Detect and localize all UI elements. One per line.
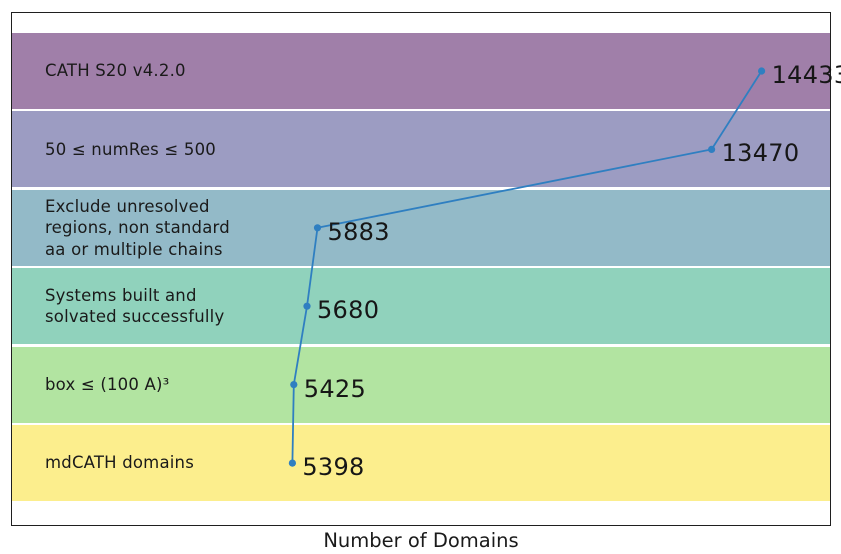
stage-band-systems-built: Systems built and solvated successfully bbox=[12, 268, 830, 345]
stage-label: Systems built and solvated successfully bbox=[45, 285, 225, 327]
value-label-5680: 5680 bbox=[316, 296, 380, 325]
stage-band-mdcath-domains: mdCATH domains bbox=[12, 425, 830, 502]
value-label-5883: 5883 bbox=[327, 217, 390, 246]
stage-band-box-size: box ≤ (100 A)³ bbox=[12, 346, 830, 423]
value-label-5425: 5425 bbox=[303, 374, 367, 403]
stage-label: 50 ≤ numRes ≤ 500 bbox=[45, 139, 216, 159]
stage-label: Exclude unresolved regions, non standard… bbox=[45, 196, 230, 259]
value-label-14433: 14433 bbox=[771, 60, 841, 89]
stage-bands: CATH S20 v4.2.0 50 ≤ numRes ≤ 500 Exclud… bbox=[12, 13, 830, 525]
stage-label: mdCATH domains bbox=[45, 453, 194, 473]
x-axis-label: Number of Domains bbox=[323, 529, 519, 552]
plot-area: CATH S20 v4.2.0 50 ≤ numRes ≤ 500 Exclud… bbox=[11, 12, 841, 526]
value-label-5398: 5398 bbox=[302, 453, 365, 482]
stage-band-exclude-unresolved: Exclude unresolved regions, non standard… bbox=[12, 189, 830, 266]
stage-band-numres-filter: 50 ≤ numRes ≤ 500 bbox=[12, 111, 830, 188]
stage-label: CATH S20 v4.2.0 bbox=[45, 61, 186, 81]
stage-label: box ≤ (100 A)³ bbox=[45, 374, 170, 394]
stage-band-cath-s20: CATH S20 v4.2.0 bbox=[12, 33, 830, 109]
value-label-13470: 13470 bbox=[721, 139, 800, 168]
